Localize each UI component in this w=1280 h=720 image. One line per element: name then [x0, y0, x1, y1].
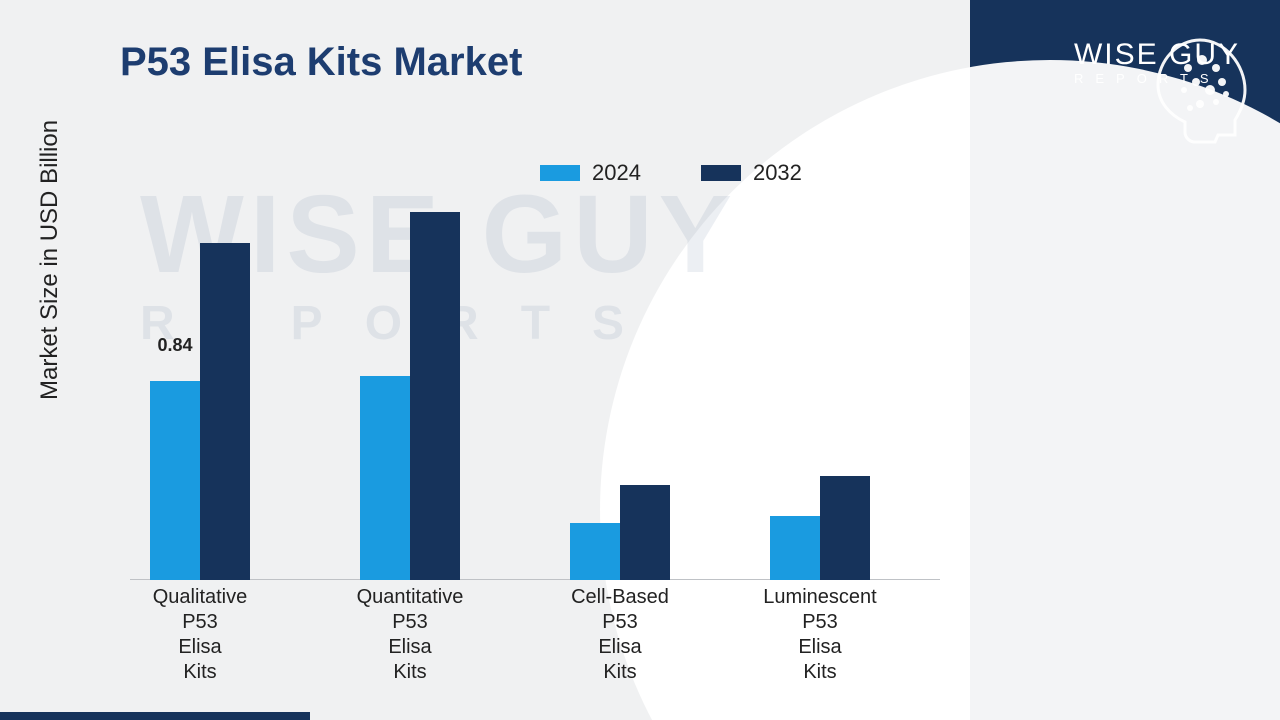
- legend-swatch-2032: [701, 165, 741, 181]
- legend: 2024 2032: [540, 160, 802, 186]
- y-axis-label: Market Size in USD Billion: [36, 120, 64, 400]
- plot-area: 0.84: [130, 200, 940, 580]
- legend-label-2024: 2024: [592, 160, 641, 186]
- bar-2032: [620, 485, 670, 580]
- legend-item-2032: 2032: [701, 160, 802, 186]
- legend-item-2024: 2024: [540, 160, 641, 186]
- x-axis-label: QuantitativeP53ElisaKits: [330, 585, 490, 685]
- bar-2024: [570, 523, 620, 580]
- brand-logo: WISE GUY REPORTS: [1074, 40, 1240, 85]
- bar-2032: [820, 476, 870, 581]
- legend-swatch-2024: [540, 165, 580, 181]
- x-axis-label: Cell-BasedP53ElisaKits: [540, 585, 700, 685]
- brand-sub: REPORTS: [1074, 72, 1240, 85]
- bar-2032: [410, 212, 460, 580]
- bottom-strip: [0, 712, 310, 720]
- brand-name: WISE GUY: [1074, 38, 1240, 71]
- bar-2024: [770, 516, 820, 580]
- bar-2032: [200, 243, 250, 580]
- x-axis-label: LuminescentP53ElisaKits: [740, 585, 900, 685]
- legend-label-2032: 2032: [753, 160, 802, 186]
- bar-2024: [150, 381, 200, 581]
- x-axis-label: QualitativeP53ElisaKits: [120, 585, 280, 685]
- bar-2024: [360, 376, 410, 580]
- bar-value-label: 0.84: [157, 335, 192, 356]
- stage: WISE GUY REPORTS WISE GUY REPORTS P53 El…: [0, 0, 1280, 720]
- chart-title: P53 Elisa Kits Market: [120, 40, 522, 85]
